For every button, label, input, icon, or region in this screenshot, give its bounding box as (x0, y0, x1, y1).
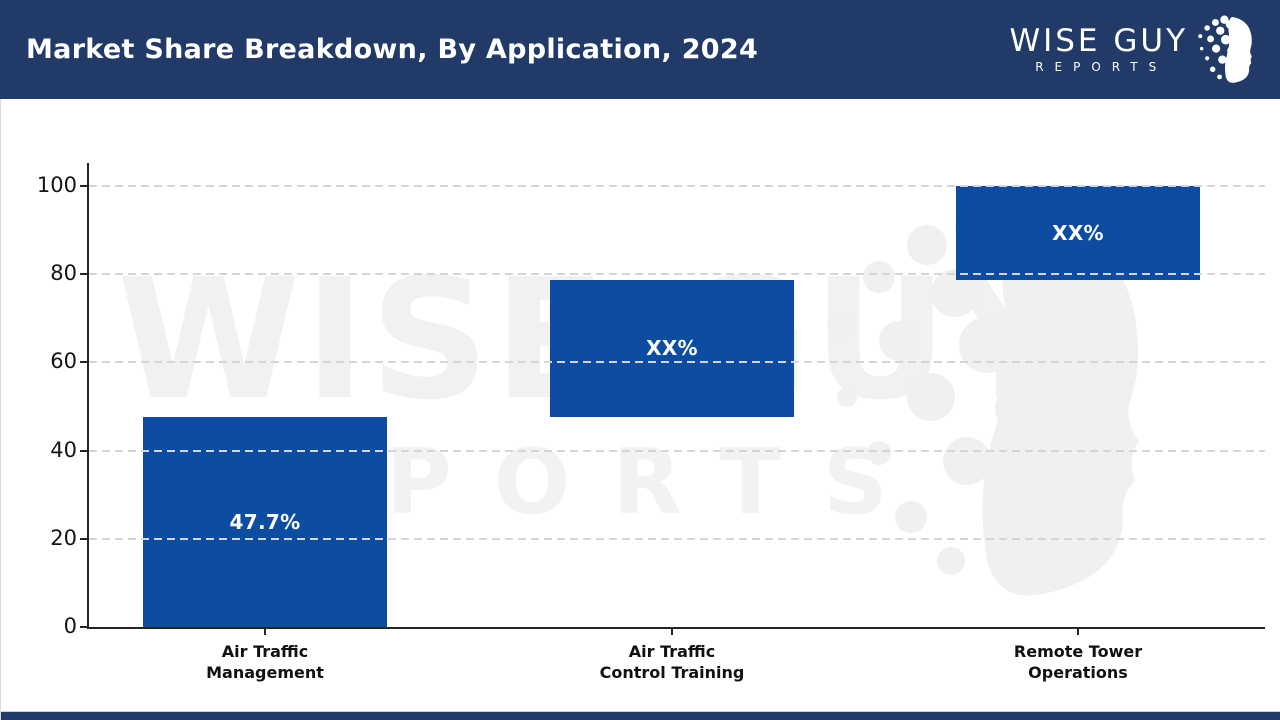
x-tick-label: Air Traffic Control Training (532, 641, 812, 683)
wiseguy-logo-text: WISE GUY REPORTS (1009, 25, 1188, 74)
x-tick-label-line: Control Training (599, 663, 745, 682)
x-tick-mark (671, 629, 673, 635)
x-tick-mark (1077, 629, 1079, 635)
gridline (89, 273, 1265, 276)
bar: XX% (956, 186, 1200, 280)
gridline (89, 185, 1265, 187)
y-tick-mark (80, 626, 88, 628)
logo-reports-label: REPORTS (1035, 60, 1168, 74)
x-tick-label-line: Remote Tower (1013, 642, 1143, 661)
x-tick-label-line: Operations (1028, 663, 1128, 682)
wiseguy-logo: WISE GUY REPORTS (1009, 12, 1254, 88)
x-tick-label: Air Traffic Management (125, 641, 405, 683)
gridline (89, 449, 1265, 452)
gridline (89, 361, 1265, 364)
y-tick-label: 80 (50, 261, 77, 286)
x-tick-label-line: Air Traffic (221, 642, 309, 661)
wiseguy-face-icon (1198, 15, 1252, 83)
logo-wiseguy-label: WISE GUY (1009, 23, 1188, 59)
y-tick-label: 20 (50, 525, 77, 550)
y-tick-label: 100 (36, 173, 77, 197)
y-tick-label: 0 (63, 614, 77, 638)
page-title: Market Share Breakdown, By Application, … (26, 34, 759, 65)
bar-value-label: XX% (1052, 220, 1104, 245)
y-tick-mark (80, 537, 88, 540)
x-tick-label-line: Air Traffic (628, 642, 716, 661)
bar: XX% (550, 279, 794, 417)
y-tick-mark (80, 185, 88, 187)
bar-value-label: 47.7% (229, 509, 301, 534)
gridline (89, 537, 1265, 540)
bar-value-label: XX% (646, 336, 698, 361)
x-axis-line (87, 627, 1265, 629)
bar: 47.7% (143, 416, 387, 627)
footer-bar (1, 712, 1280, 720)
y-tick-label: 60 (50, 349, 77, 374)
footer-hairline (1, 711, 1280, 712)
x-tick-label: Remote Tower Operations (938, 641, 1218, 683)
x-tick-label-line: Management (206, 663, 324, 682)
x-tick-mark (264, 629, 266, 635)
header: Market Share Breakdown, By Application, … (0, 0, 1280, 99)
y-tick-mark (80, 449, 88, 452)
y-tick-mark (80, 361, 88, 364)
y-axis-line (87, 163, 89, 629)
y-tick-label: 40 (50, 437, 77, 462)
y-tick-mark (80, 273, 88, 276)
